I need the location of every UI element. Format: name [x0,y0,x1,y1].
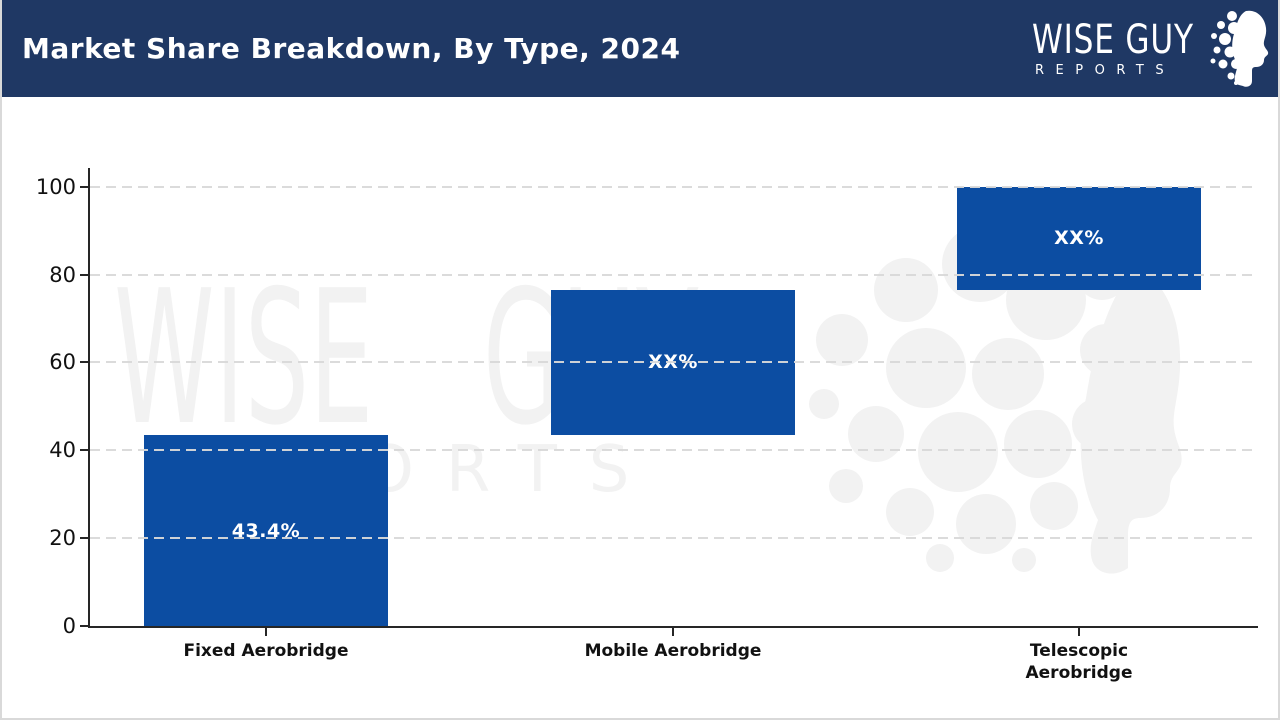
chart-header: Market Share Breakdown, By Type, 2024 WI… [2,0,1278,97]
logo-text: WISE GUY REPORTS [1032,20,1204,78]
y-tick-label: 0 [62,614,76,638]
y-tick-label: 20 [49,526,76,551]
dotted-head-logo-icon [1206,6,1270,92]
y-axis-tick [80,537,89,540]
y-axis-tick [80,185,89,188]
y-axis-tick [80,449,89,452]
x-axis-tick [672,628,674,636]
x-category-label: Mobile Aerobridge [584,641,762,661]
chart-title: Market Share Breakdown, By Type, 2024 [22,32,681,65]
y-tick-label: 60 [49,350,76,375]
bar-value-label: XX% [1054,227,1104,250]
wise-guy-reports-logo: WISE GUY REPORTS [1032,6,1270,92]
y-tick-label: 80 [49,262,76,287]
y-gridline [90,537,1258,540]
x-category-label: Telescopic Aerobridge [1025,641,1133,684]
x-axis-line [88,626,1258,628]
y-axis-tick [80,625,89,627]
y-gridline [90,361,1258,364]
x-axis-tick [1078,628,1080,636]
bar-1: 43.4% [144,435,388,626]
x-axis-tick [265,628,267,636]
logo-subtitle: REPORTS [1035,63,1176,78]
y-tick-label: 100 [35,174,76,199]
y-axis-tick [80,361,89,364]
y-gridline [90,273,1258,276]
y-tick-label: 40 [49,438,76,463]
y-axis-line [88,168,90,628]
y-axis-tick [80,273,89,276]
logo-wordmark: WISE GUY [1032,17,1194,63]
bar-3: XX% [957,186,1201,290]
x-category-label: Fixed Aerobridge [183,641,349,661]
bar-value-label: 43.4% [231,519,301,542]
y-gridline [90,185,1258,188]
y-gridline [90,449,1258,452]
